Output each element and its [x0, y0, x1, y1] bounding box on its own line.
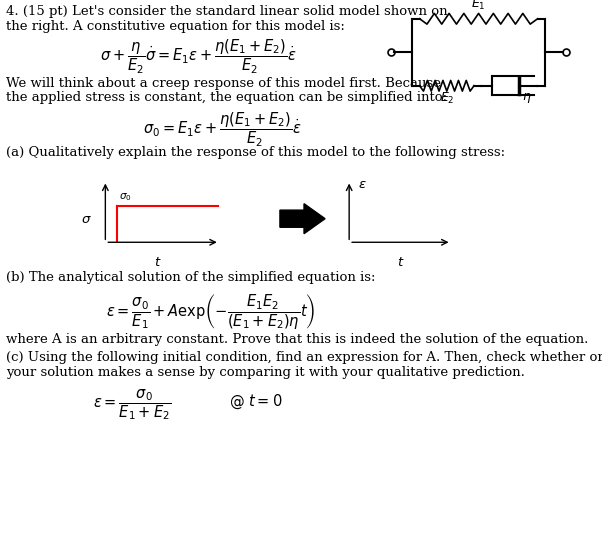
Text: $E_1$: $E_1$ — [471, 0, 486, 12]
Text: where A is an arbitrary constant. Prove that this is indeed the solution of the : where A is an arbitrary constant. Prove … — [6, 333, 588, 346]
Text: $t$: $t$ — [154, 256, 162, 269]
Polygon shape — [280, 204, 325, 234]
Text: $\sigma_0$: $\sigma_0$ — [119, 192, 132, 204]
Text: $\sigma_0 = E_1\varepsilon + \dfrac{\eta(E_1 + E_2)}{E_2}\dot{\varepsilon}$: $\sigma_0 = E_1\varepsilon + \dfrac{\eta… — [143, 111, 302, 149]
Text: $@\ t = 0$: $@\ t = 0$ — [229, 392, 282, 411]
Text: $\sigma + \dfrac{\eta}{E_2}\dot{\sigma} = E_1\varepsilon + \dfrac{\eta(E_1 + E_2: $\sigma + \dfrac{\eta}{E_2}\dot{\sigma} … — [101, 38, 297, 76]
Text: (c) Using the following initial condition, find an expression for A. Then, check: (c) Using the following initial conditio… — [6, 351, 602, 364]
Text: $\eta$: $\eta$ — [522, 91, 532, 105]
Text: We will think about a creep response of this model first. Because: We will think about a creep response of … — [6, 77, 441, 90]
Text: (b) The analytical solution of the simplified equation is:: (b) The analytical solution of the simpl… — [6, 271, 376, 284]
Text: 4. (15 pt) Let's consider the standard linear solid model shown on: 4. (15 pt) Let's consider the standard l… — [6, 5, 448, 18]
Text: $\varepsilon = \dfrac{\sigma_0}{E_1 + E_2}$: $\varepsilon = \dfrac{\sigma_0}{E_1 + E_… — [93, 387, 172, 422]
Text: $\sigma$: $\sigma$ — [81, 213, 92, 226]
Text: the applied stress is constant, the equation can be simplified into:: the applied stress is constant, the equa… — [6, 91, 447, 104]
Text: $E_2$: $E_2$ — [439, 91, 454, 106]
Text: $\varepsilon$: $\varepsilon$ — [358, 178, 367, 191]
Text: your solution makes a sense by comparing it with your qualitative prediction.: your solution makes a sense by comparing… — [6, 366, 525, 378]
Text: (a) Qualitatively explain the response of this model to the following stress:: (a) Qualitatively explain the response o… — [6, 146, 505, 159]
Text: $\varepsilon = \dfrac{\sigma_0}{E_1} + A\exp\!\left(-\dfrac{E_1 E_2}{(E_1 + E_2): $\varepsilon = \dfrac{\sigma_0}{E_1} + A… — [106, 292, 315, 331]
Text: the right. A constitutive equation for this model is:: the right. A constitutive equation for t… — [6, 20, 345, 33]
Text: $t$: $t$ — [397, 256, 405, 269]
